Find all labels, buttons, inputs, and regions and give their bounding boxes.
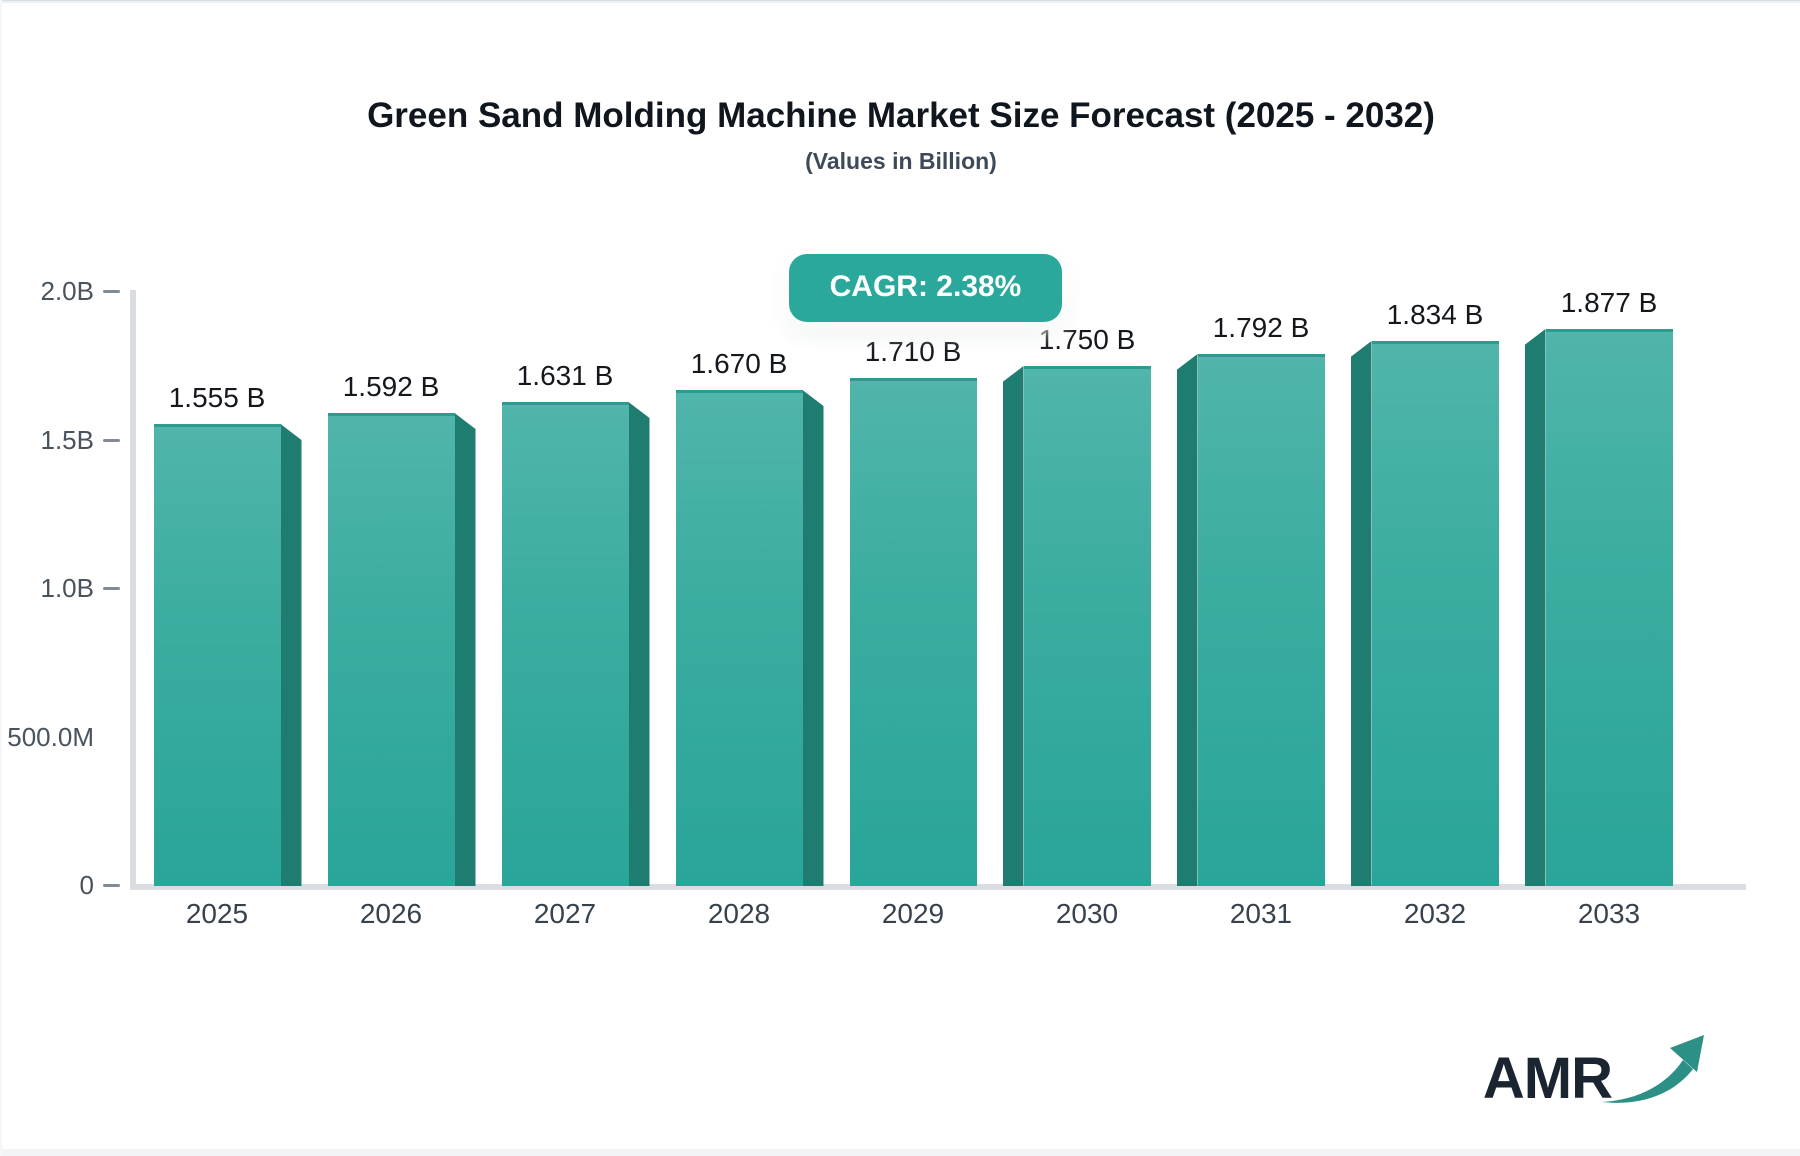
y-axis-label: 1.5B [40, 424, 95, 455]
y-axis-tick [103, 438, 120, 442]
x-axis-line [130, 884, 1746, 890]
amr-logo: AMR [1483, 1034, 1704, 1108]
bar-2026 [327, 413, 455, 886]
y-axis-tick [103, 587, 120, 590]
bar-value-label: 1.877 B [1560, 287, 1658, 318]
bar-2033 [1545, 329, 1673, 886]
bar-2028 [675, 390, 803, 886]
cagr-badge: CAGR: 2.38% [789, 254, 1062, 322]
bar-2030 [1023, 366, 1151, 886]
page-top-border [2, 0, 1800, 3]
bar-value-label: 1.792 B [1212, 312, 1310, 343]
y-axis-tick [103, 884, 120, 887]
growth-arrow-icon [1602, 1035, 1704, 1103]
bar-side-face [1350, 341, 1372, 886]
bar-value-label: 1.834 B [1386, 299, 1484, 330]
y-axis-label: 1.0B [40, 573, 95, 603]
amr-logo-text: AMR [1482, 1046, 1613, 1111]
bar-side-face [1176, 354, 1198, 886]
bar-value-label: 1.555 B [168, 382, 266, 413]
y-axis-tick [103, 290, 120, 293]
bar-value-label: 1.750 B [1038, 324, 1136, 355]
y-axis-label: 500.0M [7, 721, 94, 752]
x-axis-label: 2030 [1055, 898, 1119, 929]
bar-2031 [1197, 354, 1325, 886]
page-bottom-border [2, 1149, 1800, 1156]
bar-2027 [501, 402, 629, 886]
x-axis-label: 2032 [1403, 898, 1467, 929]
bar-2029 [849, 378, 977, 886]
bar-value-label: 1.631 B [516, 360, 614, 391]
x-axis-label: 2028 [707, 898, 771, 929]
y-axis-label: 2.0B [40, 276, 95, 306]
y-axis-line [130, 290, 136, 889]
x-axis-label: 2033 [1577, 898, 1641, 929]
bar-2032 [1371, 341, 1499, 886]
bar-value-label: 1.710 B [864, 336, 962, 367]
bar-side-face [454, 413, 476, 886]
bar-side-face [280, 424, 302, 886]
bar-side-face [628, 402, 650, 886]
bar-value-label: 1.670 B [690, 348, 788, 379]
bar-2025 [153, 424, 281, 886]
x-axis-label: 2029 [881, 898, 945, 929]
bar-value-label: 1.592 B [342, 371, 440, 402]
bar-side-face [802, 390, 824, 886]
chart-subtitle: (Values in Billion) [805, 148, 997, 174]
x-axis-label: 2031 [1229, 898, 1293, 929]
bar-side-face [1524, 329, 1546, 886]
x-axis-label: 2026 [359, 898, 423, 929]
x-axis-label: 2025 [185, 898, 249, 929]
chart-title: Green Sand Molding Machine Market Size F… [367, 96, 1435, 135]
bar-side-face [1002, 366, 1024, 886]
y-axis-label: 0 [79, 870, 94, 900]
x-axis-label: 2027 [533, 898, 597, 929]
